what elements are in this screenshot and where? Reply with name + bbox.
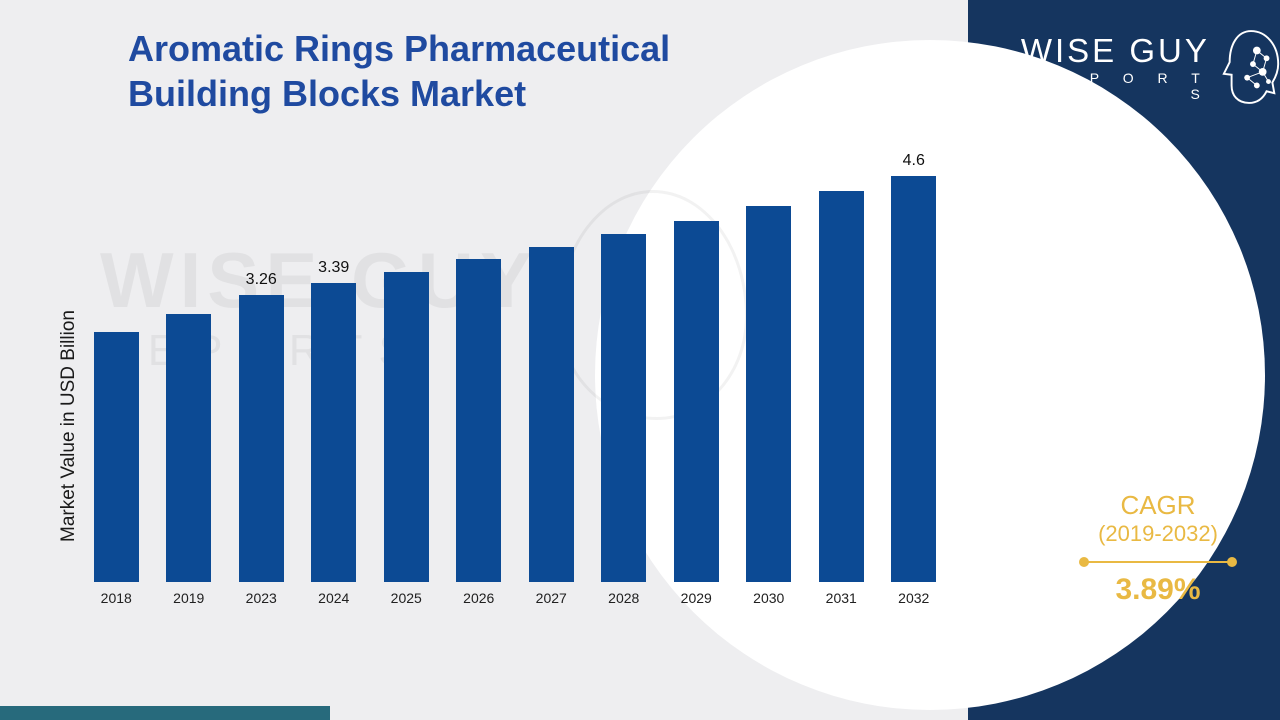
bar [94, 332, 139, 582]
cagr-divider [1083, 561, 1233, 563]
divider-dot-left [1079, 557, 1089, 567]
x-tick-label: 2031 [826, 590, 857, 606]
bar [601, 234, 646, 582]
bar [891, 176, 936, 582]
bar [819, 191, 864, 582]
logo-line2: R E P O R T S [996, 70, 1210, 102]
bar [384, 272, 429, 582]
x-tick-label: 2023 [246, 590, 277, 606]
bar [529, 247, 574, 582]
cagr-value: 3.89% [1068, 573, 1248, 607]
logo-head-icon [1218, 28, 1280, 106]
bar [166, 314, 211, 582]
x-tick-label: 2029 [681, 590, 712, 606]
x-tick-label: 2027 [536, 590, 567, 606]
bar [746, 206, 791, 582]
x-tick-label: 2018 [101, 590, 132, 606]
infographic-canvas: WISE GUY REPORTS Aromatic Rings Pharmace… [0, 0, 1280, 720]
x-tick-label: 2028 [608, 590, 639, 606]
cagr-range: (2019-2032) [1068, 521, 1248, 547]
divider-dot-right [1227, 557, 1237, 567]
x-tick-label: 2019 [173, 590, 204, 606]
cagr-block: CAGR (2019-2032) 3.89% [1068, 490, 1248, 607]
bottom-accent-strip [0, 706, 330, 720]
chart-title: Aromatic Rings PharmaceuticalBuilding Bl… [128, 26, 670, 116]
cagr-title: CAGR [1068, 490, 1248, 521]
bar [239, 295, 284, 582]
x-tick-label: 2030 [753, 590, 784, 606]
x-tick-label: 2026 [463, 590, 494, 606]
y-axis-label: Market Value in USD Billion [58, 310, 80, 542]
bar-value-label: 4.6 [903, 152, 925, 170]
brand-logo: WISE GUY R E P O R T S [996, 28, 1280, 106]
x-tick-label: 2024 [318, 590, 349, 606]
x-tick-label: 2025 [391, 590, 422, 606]
bar [674, 221, 719, 582]
bar-chart: 3.26 3.39 4.6 [80, 150, 950, 582]
logo-line1: WISE GUY [996, 32, 1210, 70]
bar-value-label: 3.39 [318, 259, 349, 277]
bar-value-label: 3.26 [246, 271, 277, 289]
bar [311, 283, 356, 582]
bar [456, 259, 501, 582]
x-tick-label: 2032 [898, 590, 929, 606]
